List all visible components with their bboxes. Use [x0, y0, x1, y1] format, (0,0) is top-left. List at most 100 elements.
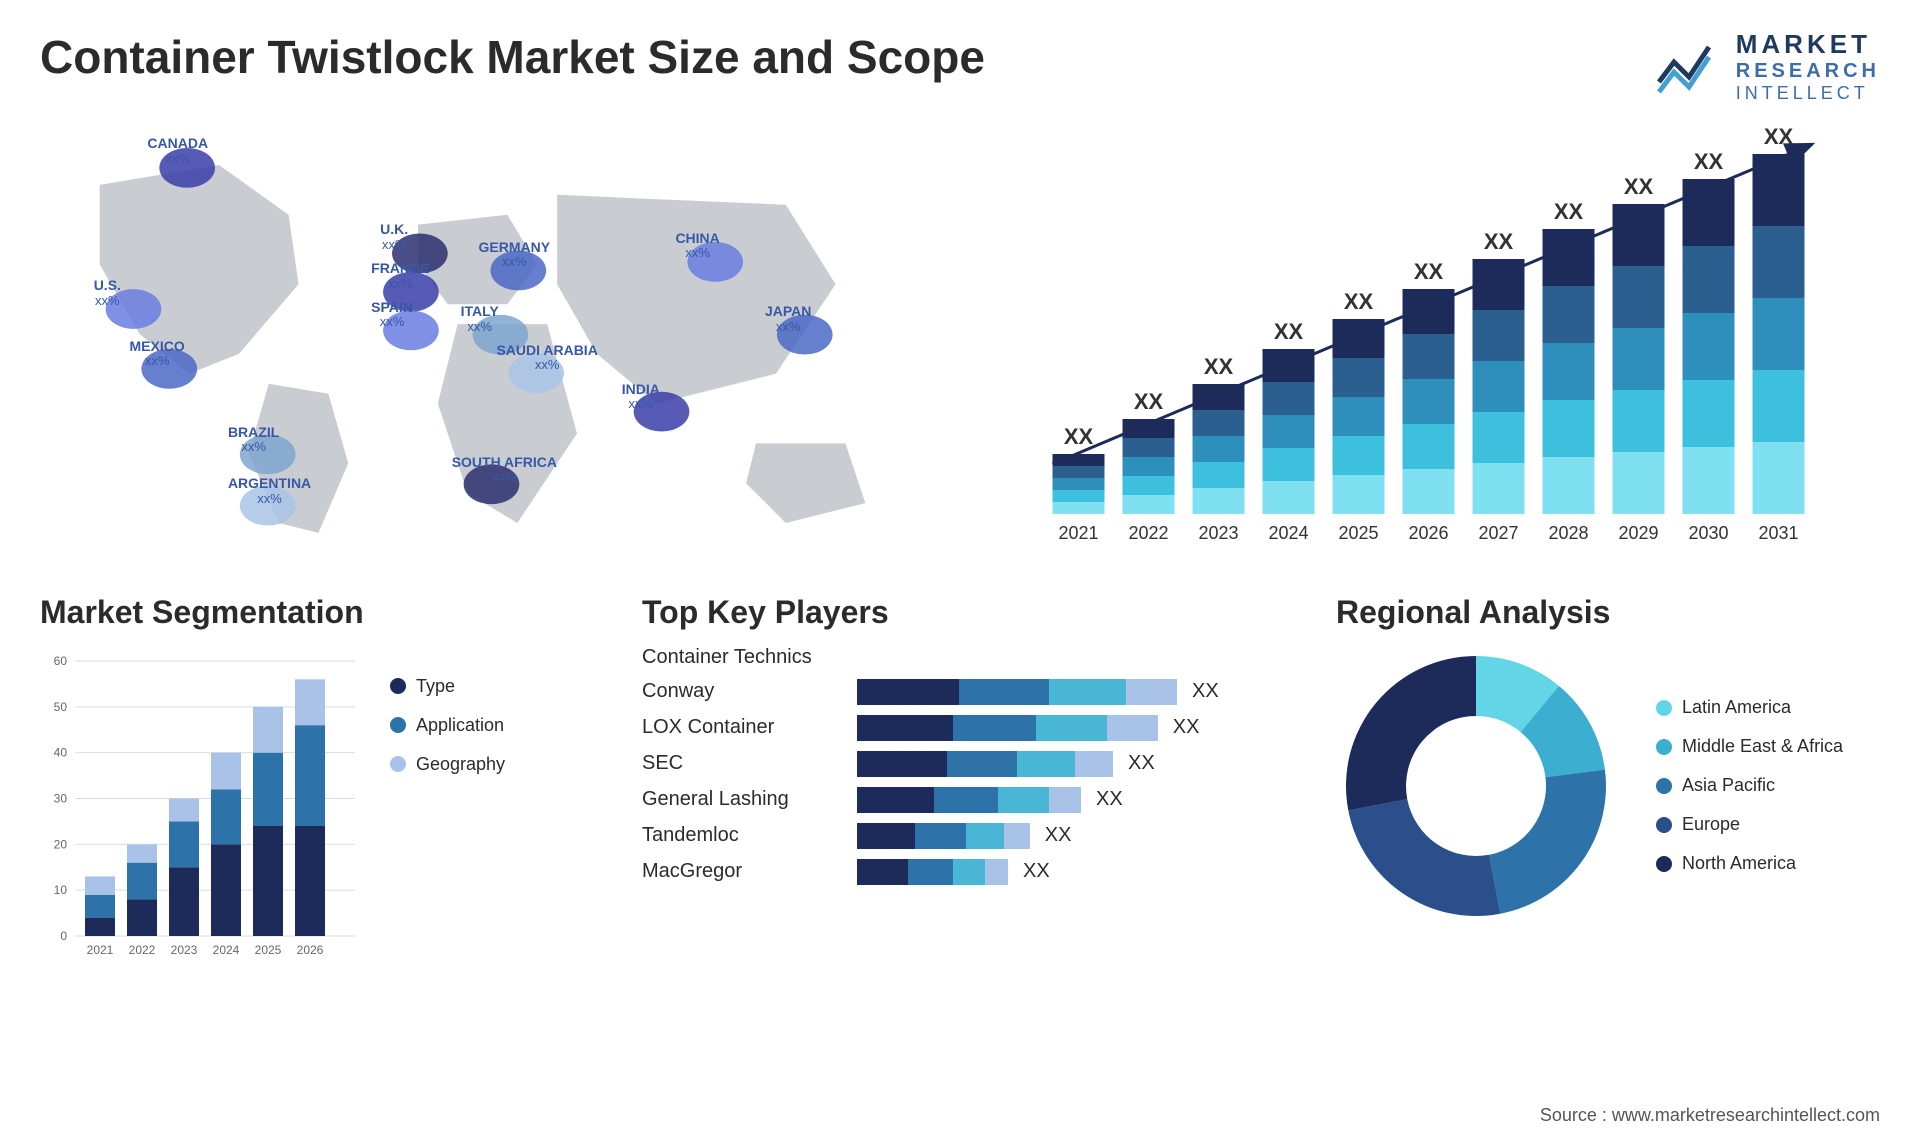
player-value: XX [1045, 824, 1095, 847]
player-row: Container Technics [642, 646, 1286, 669]
player-row: SEC XX [642, 751, 1286, 777]
player-name: Conway [642, 680, 842, 703]
svg-text:2026: 2026 [297, 943, 324, 957]
svg-text:2030: 2030 [1688, 523, 1728, 543]
player-bar [857, 715, 1158, 741]
svg-text:40: 40 [54, 745, 68, 759]
regional-panel: Regional Analysis Latin America Middle Ea… [1336, 594, 1888, 1126]
map-label-mexico: MEXICOxx% [130, 339, 185, 369]
players-title: Top Key Players [642, 594, 1286, 631]
player-name: Tandemloc [642, 824, 842, 847]
regional-title: Regional Analysis [1336, 594, 1888, 631]
player-name: General Lashing [642, 788, 842, 811]
player-value: XX [1096, 788, 1146, 811]
svg-text:XX: XX [1764, 124, 1794, 149]
svg-text:XX: XX [1554, 199, 1584, 224]
source-line: Source : www.marketresearchintellect.com [1540, 1105, 1880, 1126]
seg-legend-item: Geography [390, 754, 505, 775]
svg-text:2025: 2025 [1338, 523, 1378, 543]
map-label-brazil: BRAZILxx% [228, 425, 279, 455]
svg-text:XX: XX [1134, 389, 1164, 414]
svg-text:2022: 2022 [1128, 523, 1168, 543]
svg-text:2021: 2021 [87, 943, 114, 957]
segmentation-chart: 0102030405060202120222023202420252026 [40, 646, 360, 966]
svg-text:XX: XX [1204, 354, 1234, 379]
players-panel: Top Key Players Container Technics Conway… [642, 594, 1286, 1126]
map-label-canada: CANADAxx% [147, 136, 208, 166]
player-row: Tandemloc XX [642, 823, 1286, 849]
regional-legend-item: North America [1656, 853, 1843, 874]
brand-logo: MARKET RESEARCH INTELLECT [1654, 30, 1880, 104]
svg-text:XX: XX [1274, 319, 1304, 344]
player-value: XX [1173, 716, 1223, 739]
svg-text:2021: 2021 [1058, 523, 1098, 543]
seg-legend-item: Type [390, 676, 505, 697]
svg-text:XX: XX [1624, 174, 1654, 199]
svg-text:0: 0 [60, 929, 67, 943]
player-row: MacGregor XX [642, 859, 1286, 885]
player-bar [857, 787, 1081, 813]
svg-text:2031: 2031 [1758, 523, 1798, 543]
player-name: Container Technics [642, 646, 842, 669]
svg-text:2027: 2027 [1478, 523, 1518, 543]
player-value: XX [1128, 752, 1178, 775]
players-chart: Container Technics Conway XX LOX Container X… [642, 646, 1286, 885]
forecast-chart-panel: XX2021XX2022XX2023XX2024XX2025XX2026XX20… [985, 124, 1880, 554]
header: Container Twistlock Market Size and Scop… [40, 30, 1880, 104]
logo-line3: INTELLECT [1736, 83, 1880, 104]
svg-text:20: 20 [54, 837, 68, 851]
regional-legend: Latin America Middle East & Africa Asia Pa… [1656, 697, 1843, 874]
regional-donut [1336, 646, 1616, 926]
map-label-japan: JAPANxx% [765, 304, 811, 334]
regional-legend-item: Middle East & Africa [1656, 736, 1843, 757]
logo-line2: RESEARCH [1736, 60, 1880, 83]
world-map-panel: CANADAxx% U.S.xx% MEXICOxx% BRAZILxx% ARGENT… [40, 124, 935, 554]
player-bar [857, 859, 1008, 885]
svg-text:XX: XX [1414, 259, 1444, 284]
svg-text:2026: 2026 [1408, 523, 1448, 543]
map-label-us: U.S.xx% [94, 278, 121, 308]
segmentation-panel: Market Segmentation 01020304050602021202… [40, 594, 592, 1126]
svg-text:2024: 2024 [213, 943, 240, 957]
svg-text:30: 30 [54, 791, 68, 805]
svg-text:50: 50 [54, 699, 68, 713]
svg-text:XX: XX [1484, 229, 1514, 254]
player-name: LOX Container [642, 716, 842, 739]
player-row: LOX Container XX [642, 715, 1286, 741]
segmentation-legend: Type Application Geography [390, 676, 505, 775]
map-label-china: CHINAxx% [675, 231, 719, 261]
regional-legend-item: Asia Pacific [1656, 775, 1843, 796]
player-bar [857, 751, 1113, 777]
map-label-southafrica: SOUTH AFRICAxx% [452, 455, 557, 485]
player-bar [857, 679, 1177, 705]
player-row: General Lashing XX [642, 787, 1286, 813]
svg-text:2024: 2024 [1268, 523, 1308, 543]
forecast-chart: XX2021XX2022XX2023XX2024XX2025XX2026XX20… [985, 124, 1880, 554]
map-label-saudiarabia: SAUDI ARABIAxx% [496, 343, 597, 373]
seg-legend-item: Application [390, 715, 505, 736]
map-label-spain: SPAINxx% [371, 300, 413, 330]
player-row: Conway XX [642, 679, 1286, 705]
logo-line1: MARKET [1736, 30, 1880, 60]
map-label-germany: GERMANYxx% [479, 240, 551, 270]
svg-text:2029: 2029 [1618, 523, 1658, 543]
map-label-france: FRANCExx% [371, 261, 429, 291]
regional-legend-item: Europe [1656, 814, 1843, 835]
page-title: Container Twistlock Market Size and Scop… [40, 30, 985, 84]
svg-text:2028: 2028 [1548, 523, 1588, 543]
map-label-italy: ITALYxx% [461, 304, 499, 334]
logo-icon [1654, 37, 1724, 97]
svg-text:XX: XX [1694, 149, 1724, 174]
player-name: MacGregor [642, 860, 842, 883]
map-label-argentina: ARGENTINAxx% [228, 476, 311, 506]
svg-text:2023: 2023 [171, 943, 198, 957]
player-value: XX [1023, 860, 1073, 883]
svg-text:2022: 2022 [129, 943, 156, 957]
map-label-uk: U.K.xx% [380, 222, 408, 252]
player-bar [857, 823, 1030, 849]
regional-legend-item: Latin America [1656, 697, 1843, 718]
segmentation-title: Market Segmentation [40, 594, 592, 631]
player-name: SEC [642, 752, 842, 775]
player-value: XX [1192, 680, 1242, 703]
svg-text:XX: XX [1344, 289, 1374, 314]
